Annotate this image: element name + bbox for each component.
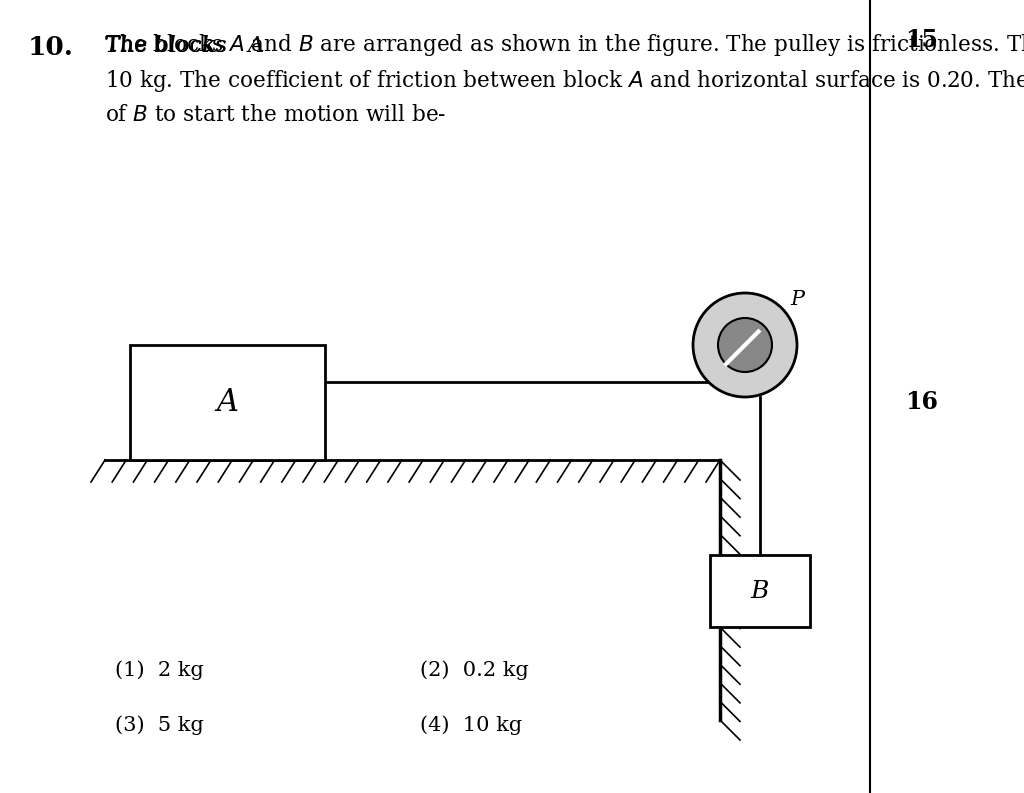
Text: (1)  2 kg: (1) 2 kg <box>115 660 204 680</box>
Text: B: B <box>751 580 769 603</box>
Bar <box>710 555 810 627</box>
Text: 15: 15 <box>905 28 938 52</box>
Text: (2)  0.2 kg: (2) 0.2 kg <box>420 660 528 680</box>
Text: P: P <box>790 290 804 309</box>
Text: 16: 16 <box>905 390 938 414</box>
Text: The blocks $\mathit{A}$ and $\mathit{B}$ are arranged as shown in the figure. Th: The blocks $\mathit{A}$ and $\mathit{B}$… <box>105 32 1024 126</box>
Circle shape <box>718 318 772 372</box>
Text: (3)  5 kg: (3) 5 kg <box>115 715 204 734</box>
Text: 10.: 10. <box>28 35 74 60</box>
Text: The blocks   A: The blocks A <box>105 35 264 57</box>
Text: The blocks: The blocks <box>105 35 226 57</box>
Text: (4)  10 kg: (4) 10 kg <box>420 715 522 734</box>
Circle shape <box>693 293 797 397</box>
Bar <box>130 345 325 460</box>
Text: A: A <box>216 387 239 418</box>
